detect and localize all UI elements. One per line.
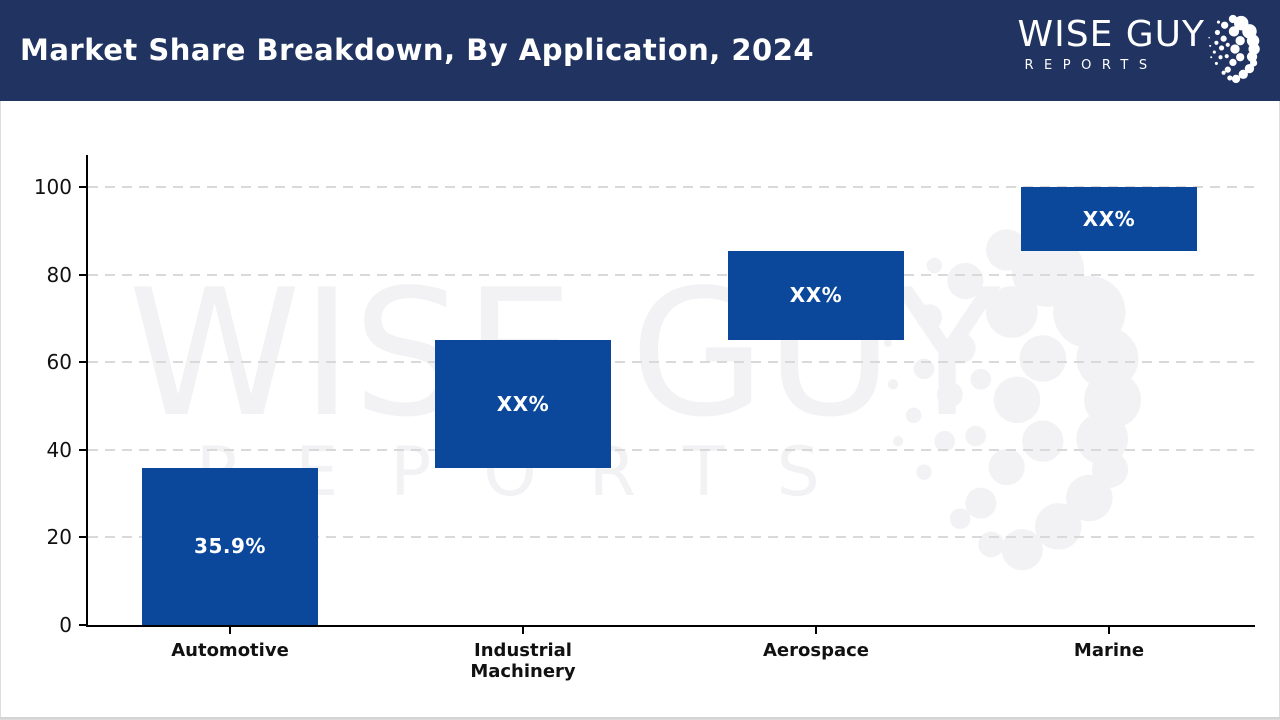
page-title: Market Share Breakdown, By Application, … xyxy=(20,33,815,67)
y-tick-60 xyxy=(79,361,87,364)
gridline-60 xyxy=(88,361,1255,364)
y-tick-100 xyxy=(79,186,87,188)
y-tick-label-60: 60 xyxy=(46,350,72,375)
wise-guy-logo: WISE GUY REPORTS xyxy=(1018,15,1206,73)
chart-area: WISE GUY REPORTS 0 20 40 60 80 100 Automotive 3… xyxy=(0,101,1280,718)
plot: 0 20 40 60 80 100 Automotive 35.9% Industrial Ma… xyxy=(0,101,1280,718)
y-tick-label-40: 40 xyxy=(46,437,72,462)
bottom-border xyxy=(0,717,1280,719)
bar-industrial: XX% xyxy=(435,340,611,468)
gridline-40 xyxy=(88,448,1255,451)
x-tick-automotive xyxy=(229,627,231,634)
y-tick-20 xyxy=(79,536,87,539)
y-axis xyxy=(86,155,88,627)
x-label-industrial: Industrial Machinery xyxy=(470,640,576,682)
wise-guy-head-icon xyxy=(1208,14,1260,84)
y-tick-label-20: 20 xyxy=(46,525,72,550)
bar-value-label-automotive: 35.9% xyxy=(194,534,266,559)
y-tick-label-0: 0 xyxy=(59,613,72,637)
logo-subtitle: REPORTS xyxy=(1024,57,1158,73)
bar-value-label-aerospace: XX% xyxy=(789,283,843,308)
logo-wordmark: WISE GUY xyxy=(1017,14,1205,55)
y-tick-0 xyxy=(79,624,87,626)
bar-marine: XX% xyxy=(1021,187,1197,251)
x-label-automotive: Automotive xyxy=(171,640,289,661)
x-tick-marine xyxy=(1108,627,1110,634)
bar-value-label-marine: XX% xyxy=(1082,206,1136,231)
y-tick-40 xyxy=(79,448,87,451)
y-tick-80 xyxy=(79,273,87,276)
gridline-20 xyxy=(88,536,1255,539)
bar-aerospace: XX% xyxy=(728,250,904,341)
bar-automotive: 35.9% xyxy=(142,467,318,625)
bar-value-label-industrial: XX% xyxy=(496,392,550,417)
header-bar: Market Share Breakdown, By Application, … xyxy=(0,0,1280,101)
y-tick-label-100: 100 xyxy=(33,175,72,199)
gridline-80 xyxy=(88,273,1255,276)
y-tick-label-80: 80 xyxy=(46,262,72,287)
x-tick-aerospace xyxy=(815,627,817,634)
x-label-marine: Marine xyxy=(1073,640,1145,661)
x-axis xyxy=(86,625,1255,627)
gridline-100 xyxy=(88,186,1255,188)
x-tick-industrial xyxy=(522,627,524,634)
x-label-aerospace: Aerospace xyxy=(762,640,869,661)
